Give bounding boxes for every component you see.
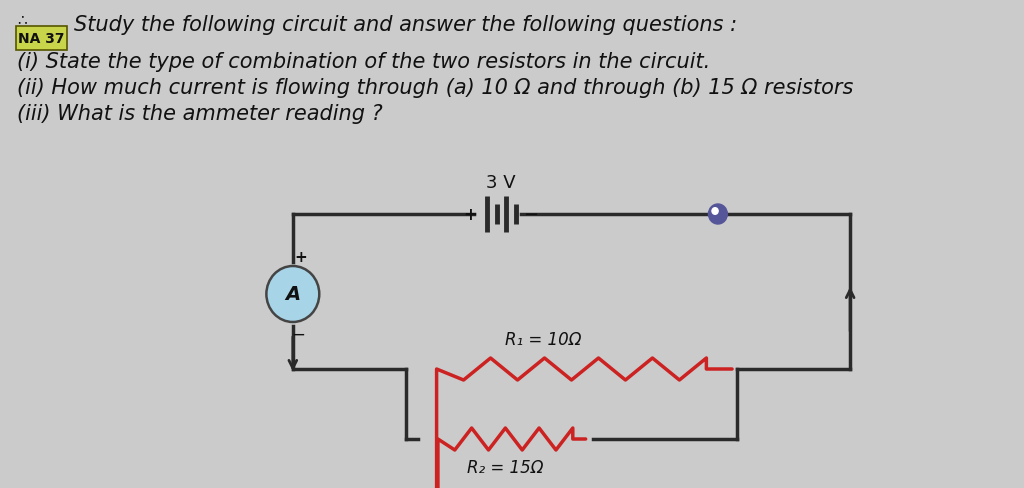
Text: (i) State the type of combination of the two resistors in the circuit.: (i) State the type of combination of the… bbox=[17, 52, 711, 72]
Text: −: − bbox=[292, 325, 305, 343]
Circle shape bbox=[712, 207, 719, 216]
Text: ∴: ∴ bbox=[17, 12, 27, 27]
FancyBboxPatch shape bbox=[16, 27, 67, 51]
Text: NA 37: NA 37 bbox=[18, 32, 65, 46]
Text: R₁ = 10Ω: R₁ = 10Ω bbox=[505, 330, 582, 348]
Text: (iii) What is the ammeter reading ?: (iii) What is the ammeter reading ? bbox=[17, 104, 383, 124]
Text: −: − bbox=[523, 205, 539, 224]
Text: 3 V: 3 V bbox=[485, 174, 515, 192]
Circle shape bbox=[266, 266, 319, 323]
Text: R₂ = 15Ω: R₂ = 15Ω bbox=[467, 458, 544, 476]
Text: (ii) How much current is flowing through (a) 10 Ω and through (b) 15 Ω resistors: (ii) How much current is flowing through… bbox=[17, 78, 853, 98]
Text: +: + bbox=[464, 205, 477, 224]
Circle shape bbox=[709, 204, 727, 224]
Text: Study the following circuit and answer the following questions :: Study the following circuit and answer t… bbox=[74, 15, 737, 35]
Text: +: + bbox=[294, 249, 307, 264]
Text: A: A bbox=[286, 285, 300, 304]
